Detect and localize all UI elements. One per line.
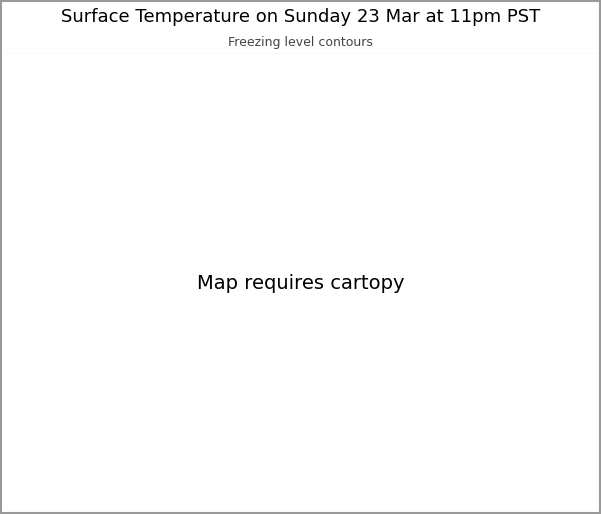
Text: Map requires cartopy: Map requires cartopy (197, 274, 404, 293)
Text: Freezing level contours: Freezing level contours (228, 35, 373, 49)
Text: Surface Temperature on Sunday 23 Mar at 11pm PST: Surface Temperature on Sunday 23 Mar at … (61, 8, 540, 26)
